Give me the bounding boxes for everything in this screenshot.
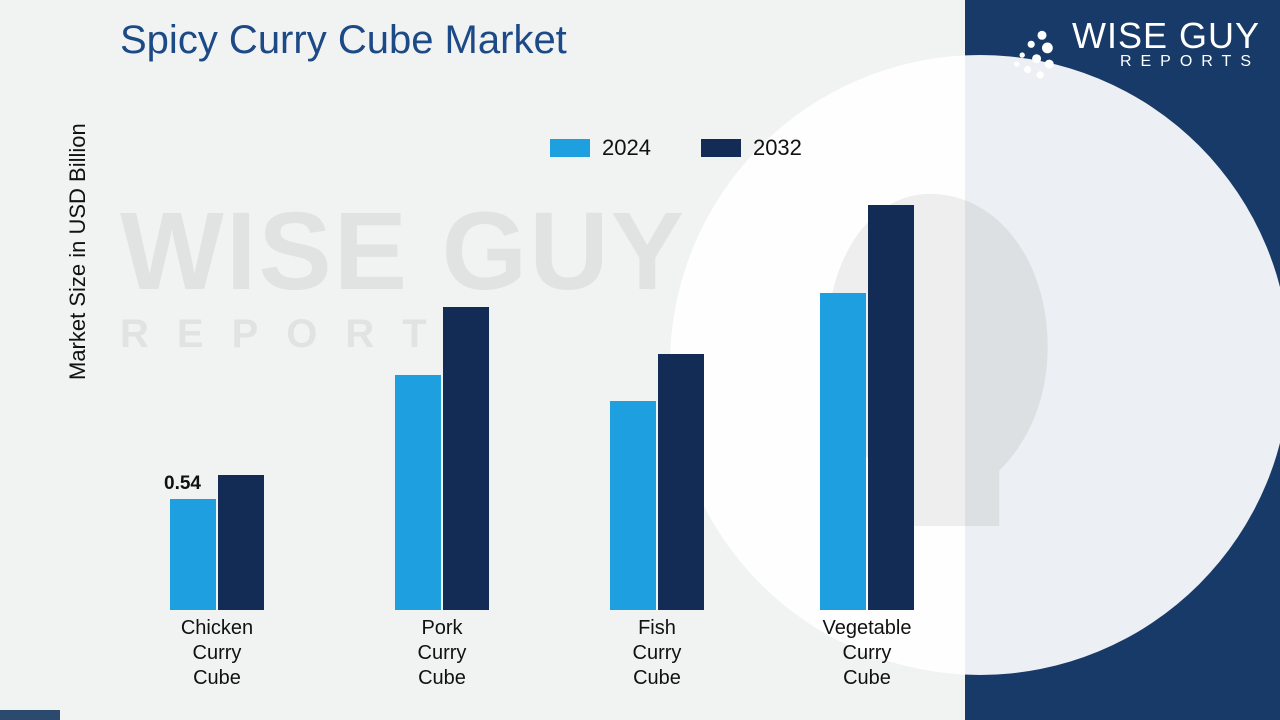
bottom-accent-bar [0, 710, 60, 720]
bar [218, 475, 264, 610]
legend-swatch-2024 [550, 139, 590, 157]
legend-swatch-2032 [701, 139, 741, 157]
bar-chart: 0.54ChickenCurryCubePorkCurryCubeFishCur… [120, 180, 950, 610]
bar [395, 375, 441, 610]
x-axis-label: FishCurryCube [577, 610, 737, 691]
x-axis-label: VegetableCurryCube [787, 610, 947, 691]
bar [170, 499, 216, 610]
brand-logo: WISE GUY REPORTS [1072, 15, 1260, 71]
x-axis-label: ChickenCurryCube [137, 610, 297, 691]
chart-title: Spicy Curry Cube Market [120, 18, 567, 63]
logo-dots-icon [1006, 23, 1060, 89]
page: WISE GUYREPORTS WISE GUY REPORTS Spicy C… [0, 0, 1280, 720]
legend-item-2032: 2032 [701, 135, 802, 161]
y-axis-label: Market Size in USD Billion [65, 123, 91, 380]
bar [443, 307, 489, 610]
value-label: 0.54 [164, 473, 201, 495]
x-axis-label: PorkCurryCube [362, 610, 522, 691]
bar [868, 205, 914, 610]
logo-line1: WISE GUY [1072, 15, 1260, 57]
bar [820, 293, 866, 610]
legend-label-2032: 2032 [753, 135, 802, 161]
legend-item-2024: 2024 [550, 135, 651, 161]
bar [658, 354, 704, 610]
legend: 2024 2032 [550, 135, 802, 161]
bar [610, 401, 656, 610]
legend-label-2024: 2024 [602, 135, 651, 161]
